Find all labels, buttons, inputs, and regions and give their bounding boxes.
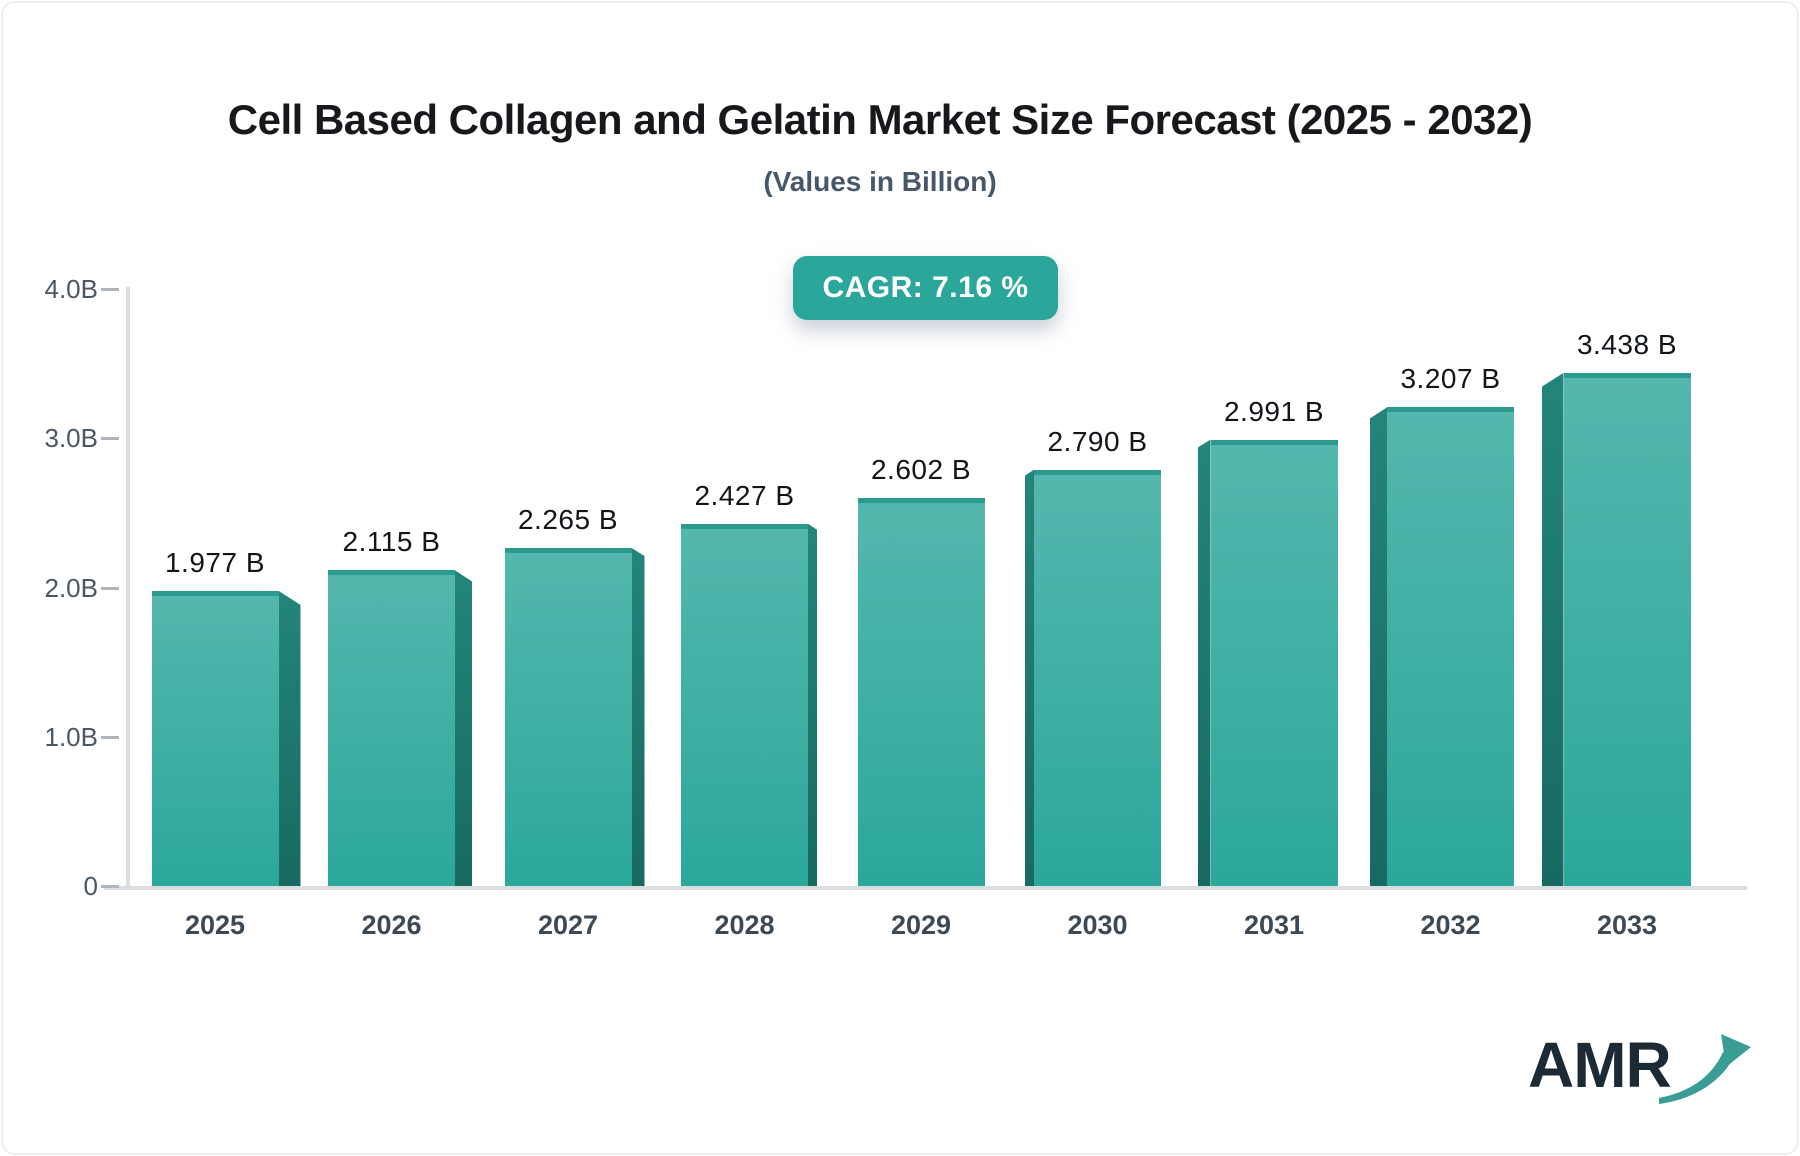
bar xyxy=(504,547,632,886)
bar xyxy=(1387,407,1514,886)
y-axis-tick xyxy=(101,586,119,590)
bar-value-label: 2.265 B xyxy=(517,503,619,535)
chart-title: Cell Based Collagen and Gelatin Market S… xyxy=(227,96,1533,143)
bar-side-face xyxy=(1370,407,1387,886)
y-axis-label: 3.0B xyxy=(44,423,99,454)
x-axis-label: 2033 xyxy=(1596,910,1658,940)
bar-value-label: 2.115 B xyxy=(342,526,441,558)
amr-logo-text: AMR xyxy=(1528,1029,1672,1101)
bar xyxy=(681,523,808,886)
bar-top-edge xyxy=(1563,372,1691,378)
y-axis-tick xyxy=(101,885,119,888)
y-axis-label: 4.0B xyxy=(44,274,99,304)
bar xyxy=(328,570,455,886)
bar-side-face xyxy=(1197,439,1211,886)
bar-top-edge xyxy=(504,547,632,553)
x-axis-label: 2028 xyxy=(714,910,775,940)
bar-top-edge xyxy=(151,590,279,596)
x-axis-label: 2031 xyxy=(1243,910,1305,940)
bar-top-edge xyxy=(1387,407,1514,413)
bar-side-face xyxy=(808,523,817,886)
bar-side-face xyxy=(1541,372,1564,886)
bar xyxy=(1210,439,1338,886)
bar-top-edge xyxy=(1210,439,1338,445)
y-axis-label: 0 xyxy=(83,871,98,901)
bar-value-label: 2.790 B xyxy=(1047,425,1148,457)
y-axis-tick xyxy=(101,437,119,441)
bar-side-face xyxy=(1025,469,1034,886)
bar-value-label: 2.991 B xyxy=(1223,395,1325,427)
x-axis-label: 2027 xyxy=(537,910,599,940)
y-axis-label: 1.0B xyxy=(44,721,99,752)
bar-value-label: 2.427 B xyxy=(694,479,795,511)
y-axis-line xyxy=(126,287,130,888)
bar-side-face xyxy=(455,570,472,886)
bar-value-label: 3.207 B xyxy=(1400,363,1501,395)
bar-value-label: 1.977 B xyxy=(164,546,266,578)
x-axis-label: 2026 xyxy=(361,910,422,940)
x-axis-label: 2025 xyxy=(184,910,246,940)
growth-arrow-icon xyxy=(1658,1034,1751,1104)
bar-side-face xyxy=(278,590,301,886)
bar-value-label: 3.438 B xyxy=(1576,328,1678,360)
x-axis-label: 2029 xyxy=(890,910,952,940)
y-axis-label: 2.0B xyxy=(44,572,99,603)
chart-subtitle: (Values in Billion) xyxy=(763,166,997,197)
bar xyxy=(151,590,279,886)
bar xyxy=(1034,469,1161,886)
bar-top-edge xyxy=(857,497,985,503)
x-axis-label: 2032 xyxy=(1420,910,1481,940)
y-axis-tick xyxy=(101,735,119,739)
cagr-badge: CAGR: 7.16 % xyxy=(793,256,1058,320)
bar-side-face xyxy=(631,547,645,886)
bar xyxy=(857,497,985,886)
x-axis-line xyxy=(104,886,1747,890)
bar xyxy=(1563,372,1691,886)
bar-top-edge xyxy=(1034,469,1161,475)
bar-value-label: 2.602 B xyxy=(870,453,972,485)
y-axis-tick xyxy=(101,288,119,291)
x-axis-label: 2030 xyxy=(1067,910,1128,940)
amr-logo: AMR xyxy=(1528,1030,1753,1106)
bar-top-edge xyxy=(328,570,455,576)
bar-top-edge xyxy=(681,523,808,529)
